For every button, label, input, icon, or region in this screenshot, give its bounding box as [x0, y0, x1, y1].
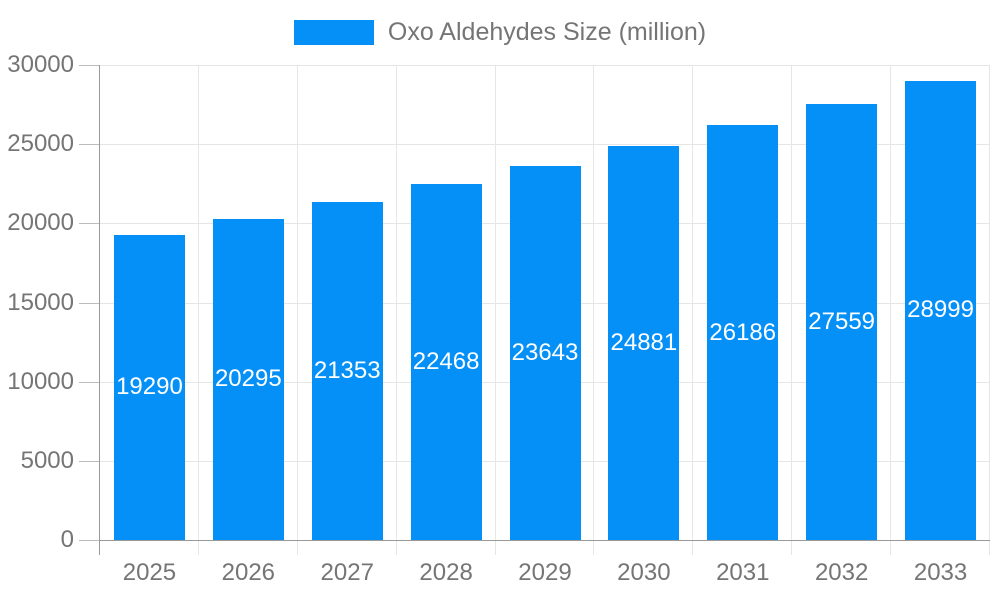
v-gridline: [890, 65, 892, 555]
v-gridline: [296, 65, 298, 555]
legend-swatch-icon: [293, 20, 374, 45]
y-axis-tick-label: 10000: [7, 367, 74, 395]
x-axis-tick-label: 2032: [814, 559, 869, 586]
x-axis-tick-label: 2029: [518, 559, 572, 586]
x-axis-tick-label: 2033: [913, 559, 968, 586]
y-tick: [79, 381, 99, 383]
y-tick: [79, 223, 99, 225]
bar-2030: 24881: [608, 146, 680, 540]
bar-value-label: 28999: [907, 296, 974, 324]
bar-2031: 26186: [707, 125, 779, 540]
y-axis-tick-label: 0: [60, 526, 74, 553]
bar-2032: 27559: [806, 103, 878, 540]
bar-value-label: 19290: [116, 373, 183, 401]
h-gridline: [100, 65, 990, 66]
bar-2029: 23643: [509, 165, 581, 540]
chart-legend: Oxo Aldehydes Size (million): [0, 18, 1000, 47]
legend-label: Oxo Aldehydes Size (million): [387, 18, 707, 46]
x-axis-tick-label: 2026: [221, 559, 276, 586]
y-tick: [79, 540, 99, 541]
bar-value-label: 22468: [412, 348, 480, 376]
v-gridline: [791, 65, 793, 555]
x-axis-tick-label: 2028: [419, 559, 473, 586]
y-tick: [79, 65, 99, 66]
x-axis-tick-label: 2027: [320, 559, 374, 586]
y-axis-tick-label: 25000: [7, 130, 74, 158]
bar-2028: 22468: [410, 184, 482, 540]
bar-value-label: 24881: [610, 329, 678, 357]
v-gridline: [593, 65, 595, 555]
v-gridline: [494, 65, 496, 555]
h-gridline: [100, 144, 990, 146]
bar-2033: 28999: [905, 80, 977, 540]
y-axis-tick-label: 30000: [7, 51, 74, 78]
y-axis-tick-label: 20000: [7, 209, 74, 237]
plot-area: 19290 20295 21353 22468 23643 24881 26186 27559…: [7, 51, 990, 586]
x-axis-tick-label: 2031: [716, 559, 770, 586]
bar-2027: 21353: [311, 201, 383, 540]
x-axis-line: [99, 540, 990, 541]
y-axis-tick-label: 15000: [7, 288, 74, 316]
y-tick: [79, 460, 99, 462]
bar-2026: 20295: [212, 218, 284, 540]
bar-value-label: 20295: [214, 365, 282, 393]
x-axis-tick-label: 2025: [122, 559, 177, 586]
v-gridline: [197, 65, 199, 555]
y-axis-line: [99, 65, 100, 555]
bar-value-label: 27559: [808, 307, 876, 335]
bar-2025: 19290: [113, 234, 185, 540]
y-axis-tick-label: 5000: [20, 446, 74, 474]
v-gridline: [395, 65, 397, 555]
x-axis-tick-label: 2030: [617, 559, 671, 586]
bar-value-label: 26186: [709, 318, 777, 346]
v-gridline: [692, 65, 694, 555]
y-tick: [79, 144, 99, 146]
bar-value-label: 23643: [511, 338, 579, 366]
bar-value-label: 21353: [313, 356, 381, 384]
y-tick: [79, 302, 99, 304]
v-gridline: [989, 65, 990, 555]
